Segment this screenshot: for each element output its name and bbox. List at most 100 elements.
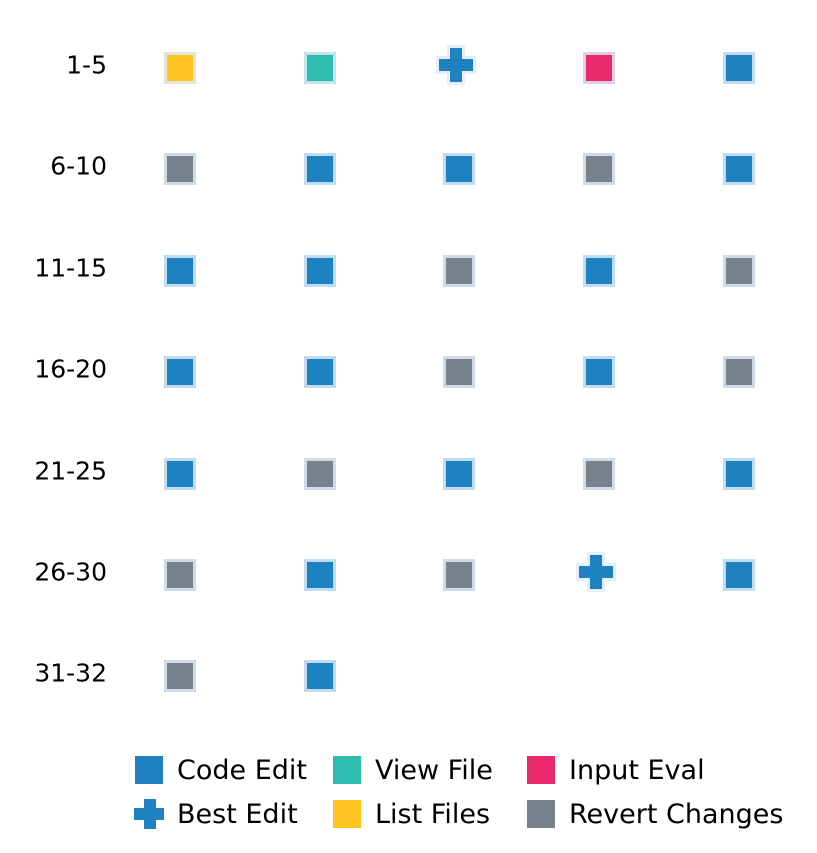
marker-square-revert-changes [722, 356, 755, 389]
legend-entry-revert-changes[interactable]: Revert Changes [527, 792, 783, 836]
grid-cell-step-11[interactable] [157, 248, 197, 288]
grid-cell-step-30[interactable] [716, 552, 756, 592]
marker-square-code-edit [303, 153, 336, 186]
legend-label-code-edit: Code Edit [177, 754, 307, 786]
marker-square-revert-changes [164, 559, 196, 591]
grid-cell-step-4[interactable] [576, 45, 616, 85]
grid-cell-step-26[interactable] [157, 552, 197, 592]
legend-entry-best-edit[interactable]: Best Edit [134, 792, 298, 836]
marker-square-code-edit [303, 559, 336, 591]
marker-plus-best-edit [576, 552, 617, 592]
grid-row: 1-5 [0, 45, 817, 85]
legend-row: Best Edit List Files Revert Changes [0, 792, 817, 836]
legend-label-input-eval: Input Eval [569, 754, 705, 786]
legend-swatch-view-file-icon [333, 756, 361, 784]
legend-label-revert-changes: Revert Changes [569, 798, 784, 830]
grid-cell-step-18[interactable] [436, 349, 476, 389]
marker-square-revert-changes [583, 457, 616, 490]
grid-row: 11-15 [0, 248, 817, 288]
legend-label-list-files: List Files [375, 798, 491, 830]
row-label-31-32: 31-32 [34, 658, 107, 688]
grid-cell-step-8[interactable] [436, 146, 476, 186]
marker-square-view-file [303, 52, 336, 84]
grid-cell-step-13[interactable] [436, 248, 476, 288]
grid-cell-step-1[interactable] [157, 45, 197, 85]
grid-cell-step-9[interactable] [576, 146, 616, 186]
grid-cell-step-22[interactable] [297, 451, 337, 491]
marker-square-code-edit [722, 457, 755, 490]
row-label-21-25: 21-25 [34, 456, 107, 486]
legend-entry-view-file[interactable]: View File [333, 748, 493, 792]
grid-cell-step-29[interactable] [576, 552, 617, 592]
marker-square-input-eval [583, 52, 616, 84]
marker-square-revert-changes [443, 356, 476, 389]
marker-square-code-edit [722, 52, 755, 84]
row-label-26-30: 26-30 [34, 557, 107, 587]
grid-row: 26-30 [0, 552, 817, 592]
marker-square-code-edit [164, 356, 196, 389]
grid-cell-step-5[interactable] [716, 45, 756, 85]
grid-cell-step-21[interactable] [157, 451, 197, 491]
marker-square-code-edit [303, 356, 336, 389]
marker-square-code-edit [583, 254, 616, 287]
grid-cell-step-23[interactable] [436, 451, 476, 491]
legend-row: Code Edit View File Input Eval [0, 748, 817, 792]
marker-square-revert-changes [303, 457, 336, 490]
row-label-1-5: 1-5 [66, 50, 107, 80]
marker-square-code-edit [583, 356, 616, 389]
grid-cell-step-31[interactable] [157, 653, 197, 693]
grid-row: 6-10 [0, 146, 817, 186]
legend-label-best-edit: Best Edit [177, 798, 298, 830]
marker-square-revert-changes [164, 660, 196, 693]
legend-swatch-input-eval-icon [527, 756, 555, 784]
grid-cell-step-14[interactable] [576, 248, 616, 288]
legend-swatch-code-edit-icon [135, 756, 163, 784]
marker-square-revert-changes [164, 153, 196, 186]
legend-swatch-list-files-icon [333, 800, 361, 828]
row-label-11-15: 11-15 [34, 253, 107, 283]
marker-square-revert-changes [443, 254, 476, 287]
grid-cell-step-3[interactable] [436, 45, 477, 85]
marker-square-code-edit [443, 153, 476, 186]
grid-cell-step-24[interactable] [576, 451, 616, 491]
marker-square-code-edit [164, 457, 196, 490]
marker-square-code-edit [164, 254, 196, 287]
grid-cell-step-6[interactable] [157, 146, 197, 186]
chart-legend: Code Edit View File Input Eval Best Edit Lis… [0, 748, 817, 853]
marker-square-code-edit [443, 457, 476, 490]
row-label-6-10: 6-10 [50, 151, 107, 181]
grid-row: 16-20 [0, 349, 817, 389]
grid-row: 31-32 [0, 653, 817, 693]
grid-cell-step-17[interactable] [297, 349, 337, 389]
marker-square-code-edit [303, 254, 336, 287]
grid-row: 21-25 [0, 451, 817, 491]
grid-cell-step-28[interactable] [436, 552, 476, 592]
grid-cell-step-2[interactable] [297, 45, 337, 85]
marker-square-code-edit [303, 660, 336, 693]
legend-label-view-file: View File [375, 754, 493, 786]
marker-square-revert-changes [583, 153, 616, 186]
grid-cell-step-10[interactable] [716, 146, 756, 186]
legend-entry-input-eval[interactable]: Input Eval [527, 748, 705, 792]
legend-entry-list-files[interactable]: List Files [333, 792, 490, 836]
action-grid: 1-5 6-10 11-15 16-20 21-25 26-30 31-32 [0, 45, 817, 693]
marker-square-list-files [164, 52, 196, 84]
marker-square-revert-changes [722, 254, 755, 287]
grid-cell-step-15[interactable] [716, 248, 756, 288]
grid-cell-step-7[interactable] [297, 146, 337, 186]
marker-square-code-edit [722, 153, 755, 186]
grid-cell-step-16[interactable] [157, 349, 197, 389]
marker-square-code-edit [722, 559, 755, 591]
legend-swatch-revert-changes-icon [527, 800, 555, 828]
legend-swatch-best-edit-icon [134, 799, 164, 829]
grid-cell-step-20[interactable] [716, 349, 756, 389]
grid-cell-step-32[interactable] [297, 653, 337, 693]
grid-cell-step-25[interactable] [716, 451, 756, 491]
grid-cell-step-19[interactable] [576, 349, 616, 389]
legend-entry-code-edit[interactable]: Code Edit [135, 748, 307, 792]
grid-cell-step-27[interactable] [297, 552, 337, 592]
grid-cell-step-12[interactable] [297, 248, 337, 288]
row-label-16-20: 16-20 [34, 354, 107, 384]
marker-plus-best-edit [436, 45, 477, 85]
